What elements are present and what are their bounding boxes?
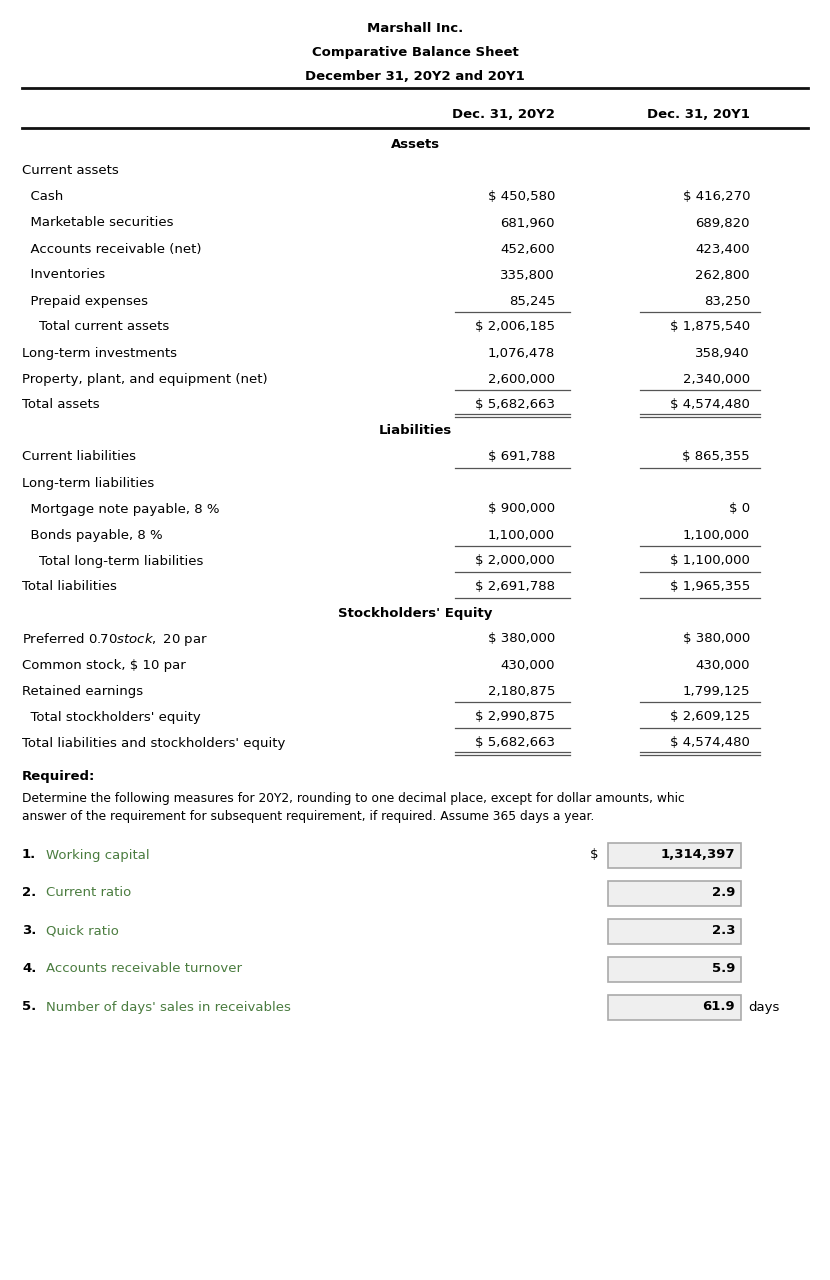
Text: 5.9: 5.9 (711, 963, 735, 975)
Text: $ 1,100,000: $ 1,100,000 (670, 554, 750, 567)
Text: 2,180,875: 2,180,875 (488, 685, 555, 698)
Text: Inventories: Inventories (22, 269, 105, 282)
Text: Total stockholders' equity: Total stockholders' equity (22, 710, 201, 723)
Text: Dec. 31, 20Y1: Dec. 31, 20Y1 (647, 108, 750, 122)
Text: Property, plant, and equipment (net): Property, plant, and equipment (net) (22, 372, 267, 385)
Text: 3.: 3. (22, 924, 37, 937)
Text: days: days (748, 1001, 779, 1014)
Text: Total long-term liabilities: Total long-term liabilities (22, 554, 203, 567)
Text: 1,100,000: 1,100,000 (683, 529, 750, 541)
FancyBboxPatch shape (608, 995, 740, 1019)
Text: $ 450,580: $ 450,580 (488, 191, 555, 204)
Text: 2.3: 2.3 (711, 924, 735, 937)
Text: $ 2,691,788: $ 2,691,788 (475, 581, 555, 594)
Text: 358,940: 358,940 (696, 347, 750, 360)
Text: 2,340,000: 2,340,000 (683, 372, 750, 385)
Text: Cash: Cash (22, 191, 63, 204)
Text: $ 0: $ 0 (729, 503, 750, 516)
Text: 83,250: 83,250 (704, 294, 750, 307)
Text: $ 2,000,000: $ 2,000,000 (476, 554, 555, 567)
Text: $ 416,270: $ 416,270 (682, 191, 750, 204)
Text: $ 4,574,480: $ 4,574,480 (670, 736, 750, 750)
Text: Dec. 31, 20Y2: Dec. 31, 20Y2 (452, 108, 555, 122)
Text: $: $ (590, 849, 598, 861)
Text: Determine the following measures for 20Y2, rounding to one decimal place, except: Determine the following measures for 20Y… (22, 792, 685, 805)
Text: Stockholders' Equity: Stockholders' Equity (338, 607, 492, 620)
Text: Total liabilities and stockholders' equity: Total liabilities and stockholders' equi… (22, 736, 286, 750)
Text: 423,400: 423,400 (696, 242, 750, 256)
Text: 262,800: 262,800 (696, 269, 750, 282)
Text: Current ratio: Current ratio (46, 887, 131, 900)
Text: Comparative Balance Sheet: Comparative Balance Sheet (311, 46, 519, 59)
Text: Accounts receivable turnover: Accounts receivable turnover (46, 963, 242, 975)
FancyBboxPatch shape (608, 919, 740, 943)
Text: 681,960: 681,960 (500, 216, 555, 229)
Text: Prepaid expenses: Prepaid expenses (22, 294, 148, 307)
Text: Current assets: Current assets (22, 165, 119, 178)
Text: Total assets: Total assets (22, 398, 100, 411)
Text: Working capital: Working capital (46, 849, 149, 861)
Text: Total current assets: Total current assets (22, 320, 169, 334)
Text: $ 691,788: $ 691,788 (488, 451, 555, 463)
Text: Required:: Required: (22, 771, 95, 783)
Text: 1,100,000: 1,100,000 (488, 529, 555, 541)
Text: 1.: 1. (22, 849, 37, 861)
Text: 4.: 4. (22, 963, 37, 975)
FancyBboxPatch shape (608, 842, 740, 868)
Text: 2,600,000: 2,600,000 (488, 372, 555, 385)
Text: 1,076,478: 1,076,478 (488, 347, 555, 360)
Text: 2.: 2. (22, 887, 37, 900)
Text: Common stock, $ 10 par: Common stock, $ 10 par (22, 658, 186, 672)
Text: 430,000: 430,000 (500, 658, 555, 672)
Text: answer of the requirement for subsequent requirement, if required. Assume 365 da: answer of the requirement for subsequent… (22, 810, 594, 823)
Text: Number of days' sales in receivables: Number of days' sales in receivables (46, 1001, 290, 1014)
Text: Accounts receivable (net): Accounts receivable (net) (22, 242, 202, 256)
Text: 85,245: 85,245 (509, 294, 555, 307)
Text: $ 1,875,540: $ 1,875,540 (670, 320, 750, 334)
Text: Retained earnings: Retained earnings (22, 685, 143, 698)
Text: $ 5,682,663: $ 5,682,663 (475, 736, 555, 750)
Text: 2.9: 2.9 (711, 887, 735, 900)
Text: $ 2,990,875: $ 2,990,875 (475, 710, 555, 723)
Text: $ 380,000: $ 380,000 (683, 632, 750, 645)
Text: 452,600: 452,600 (500, 242, 555, 256)
Text: Mortgage note payable, 8 %: Mortgage note payable, 8 % (22, 503, 219, 516)
Text: 335,800: 335,800 (500, 269, 555, 282)
Text: 1,314,397: 1,314,397 (661, 849, 735, 861)
Text: 430,000: 430,000 (696, 658, 750, 672)
Text: $ 380,000: $ 380,000 (488, 632, 555, 645)
Text: Bonds payable, 8 %: Bonds payable, 8 % (22, 529, 163, 541)
Text: Total liabilities: Total liabilities (22, 581, 117, 594)
Text: Marshall Inc.: Marshall Inc. (367, 22, 463, 35)
Text: Assets: Assets (390, 138, 440, 151)
Text: Liabilities: Liabilities (378, 425, 452, 438)
Text: 5.: 5. (22, 1001, 37, 1014)
Text: $ 2,006,185: $ 2,006,185 (475, 320, 555, 334)
Text: $ 5,682,663: $ 5,682,663 (475, 398, 555, 411)
Text: $ 2,609,125: $ 2,609,125 (670, 710, 750, 723)
Text: Quick ratio: Quick ratio (46, 924, 119, 937)
Text: $ 900,000: $ 900,000 (488, 503, 555, 516)
Text: 61.9: 61.9 (702, 1001, 735, 1014)
Text: $ 865,355: $ 865,355 (682, 451, 750, 463)
Text: Preferred $ 0.70 stock, $ 20 par: Preferred $ 0.70 stock, $ 20 par (22, 631, 208, 648)
Text: Long-term liabilities: Long-term liabilities (22, 476, 154, 489)
FancyBboxPatch shape (608, 881, 740, 905)
Text: 1,799,125: 1,799,125 (682, 685, 750, 698)
Text: December 31, 20Y2 and 20Y1: December 31, 20Y2 and 20Y1 (305, 70, 525, 83)
Text: 689,820: 689,820 (696, 216, 750, 229)
Text: Long-term investments: Long-term investments (22, 347, 177, 360)
FancyBboxPatch shape (608, 956, 740, 982)
Text: Marketable securities: Marketable securities (22, 216, 173, 229)
Text: $ 4,574,480: $ 4,574,480 (670, 398, 750, 411)
Text: Current liabilities: Current liabilities (22, 451, 136, 463)
Text: $ 1,965,355: $ 1,965,355 (670, 581, 750, 594)
